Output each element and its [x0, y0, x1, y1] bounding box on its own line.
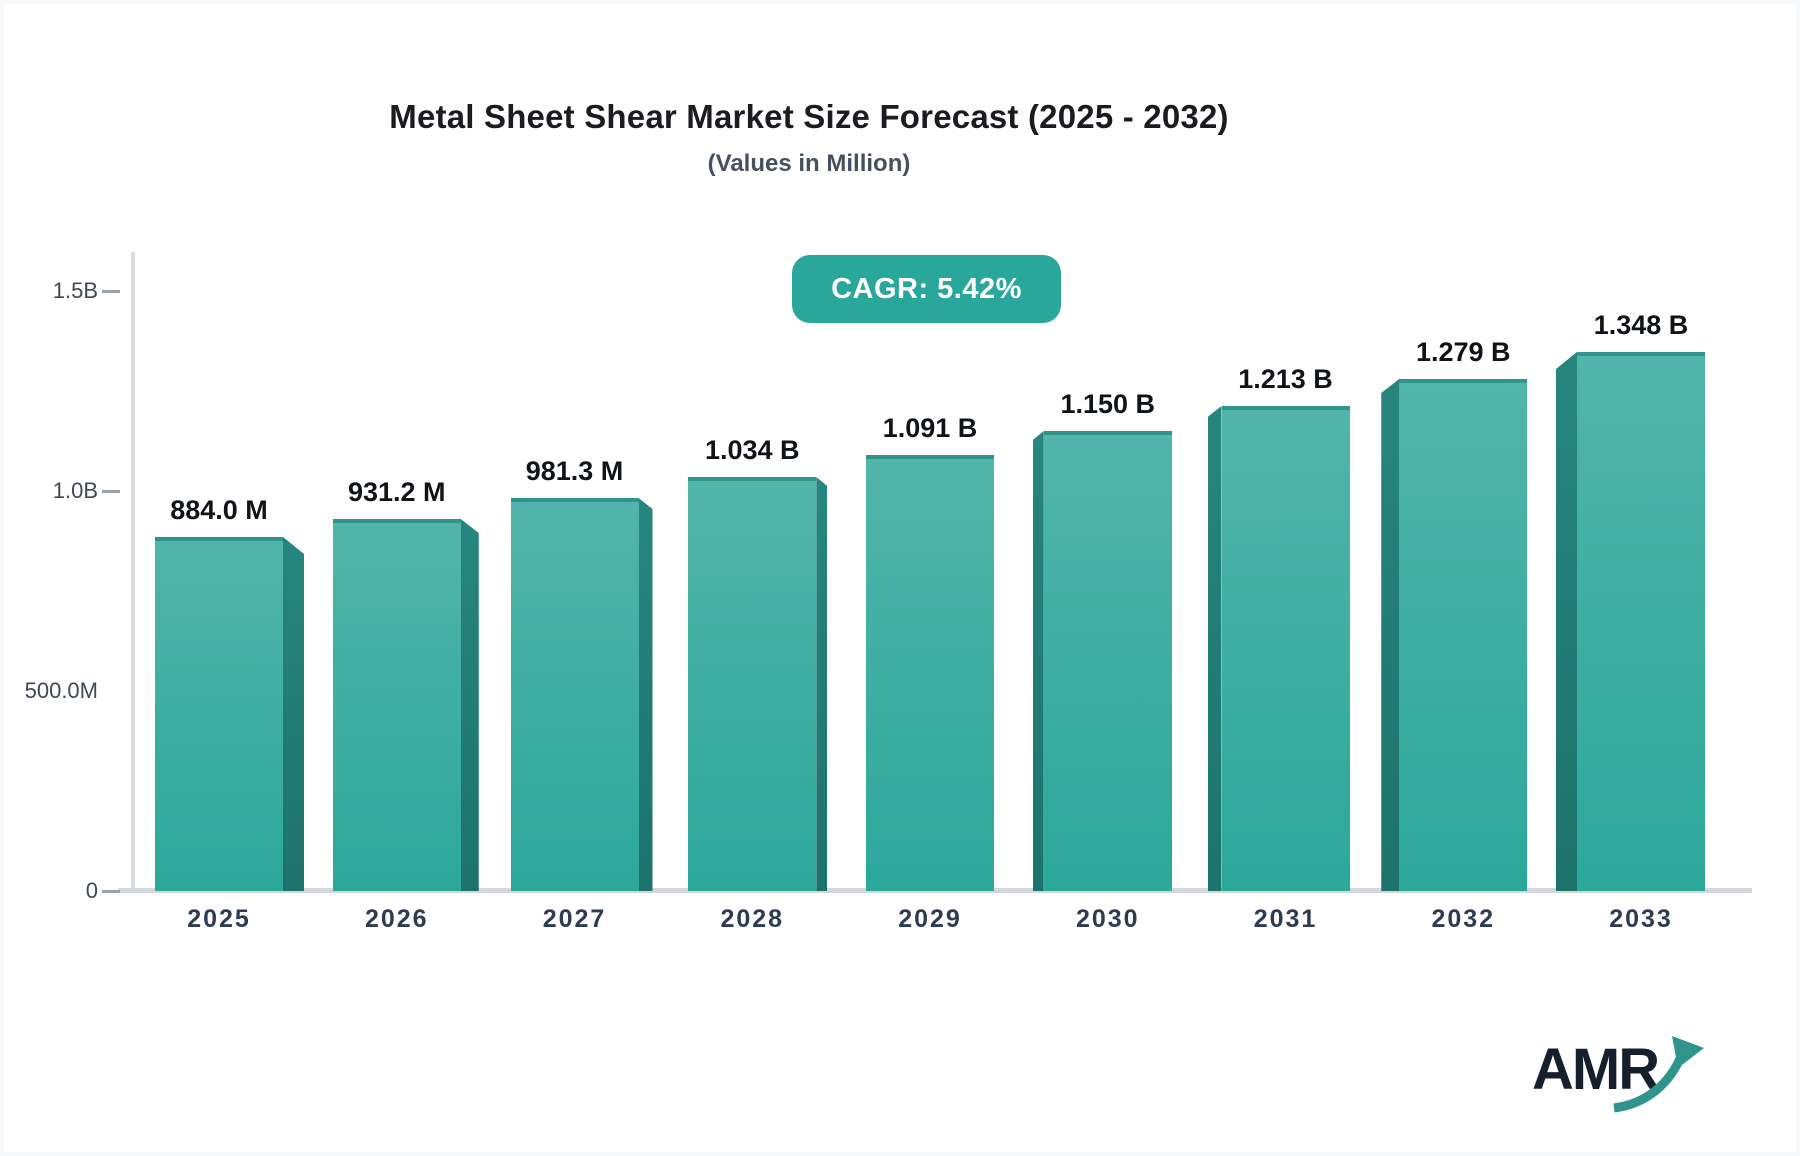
- amr-logo: AMR: [1532, 1036, 1732, 1126]
- x-axis-label-2025: 2025: [187, 905, 251, 933]
- bar-2027[interactable]: [510, 498, 639, 891]
- x-axis-label-2029: 2029: [898, 905, 962, 933]
- bar-value-label: 1.034 B: [704, 435, 800, 465]
- bar-value-label: 1.150 B: [1060, 389, 1156, 419]
- bar-2029[interactable]: [866, 455, 994, 891]
- bar-side-2032: [1381, 379, 1400, 891]
- bar-value-label: 1.279 B: [1415, 337, 1511, 367]
- bar-2030[interactable]: [1043, 431, 1172, 891]
- x-axis-label-2030: 2030: [1075, 905, 1140, 933]
- bar-value-label: 1.091 B: [882, 413, 978, 443]
- bar-side-2025: [283, 537, 304, 891]
- y-tick-dash: [102, 490, 120, 493]
- bar-value-label: 884.0 M: [170, 495, 268, 525]
- x-axis-label-2027: 2027: [542, 905, 607, 933]
- chart-card: Metal Sheet Shear Market Size Forecast (…: [4, 4, 1796, 1152]
- bar-side-2031: [1207, 406, 1222, 891]
- x-axis-label-2032: 2032: [1431, 905, 1496, 933]
- bar-2026[interactable]: [332, 519, 461, 891]
- y-tick-label: 0: [85, 878, 98, 903]
- bar-2031[interactable]: [1221, 406, 1350, 891]
- bar-side-2027: [638, 498, 653, 891]
- x-axis-label-2031: 2031: [1253, 905, 1318, 933]
- y-tick-dash: [102, 890, 120, 893]
- amr-logo-text: AMR: [1532, 1037, 1660, 1102]
- y-axis-line: [131, 252, 135, 893]
- bar-value-label: 931.2 M: [347, 477, 446, 507]
- bar-2028[interactable]: [688, 477, 817, 891]
- y-tick-label: 1.5B: [52, 278, 98, 303]
- bar-2033[interactable]: [1577, 352, 1705, 891]
- bar-side-2030: [1032, 431, 1044, 891]
- bar-value-label: 1.213 B: [1238, 364, 1333, 394]
- bar-side-2026: [460, 519, 479, 891]
- chart-subtitle: (Values in Million): [707, 150, 911, 177]
- bar-side-2033: [1556, 352, 1577, 891]
- y-tick-label: 500.0M: [24, 678, 98, 703]
- bar-value-label: 981.3 M: [525, 456, 624, 486]
- bar-side-2028: [816, 477, 828, 891]
- cagr-badge-label: CAGR: 5.42%: [831, 272, 1022, 305]
- x-axis-label-2028: 2028: [720, 905, 785, 933]
- chart-title: Metal Sheet Shear Market Size Forecast (…: [389, 98, 1229, 135]
- cagr-badge: CAGR: 5.42%: [792, 255, 1061, 323]
- x-axis-label-2026: 2026: [364, 905, 429, 933]
- bar-2032[interactable]: [1399, 379, 1528, 891]
- y-tick-dash: [102, 290, 120, 293]
- bar-2025[interactable]: [155, 537, 283, 891]
- bar-value-label: 1.348 B: [1593, 310, 1689, 340]
- growth-arrow-icon: [1613, 1036, 1704, 1113]
- y-tick-label: 1.0B: [52, 478, 98, 503]
- x-axis-label-2033: 2033: [1609, 905, 1673, 933]
